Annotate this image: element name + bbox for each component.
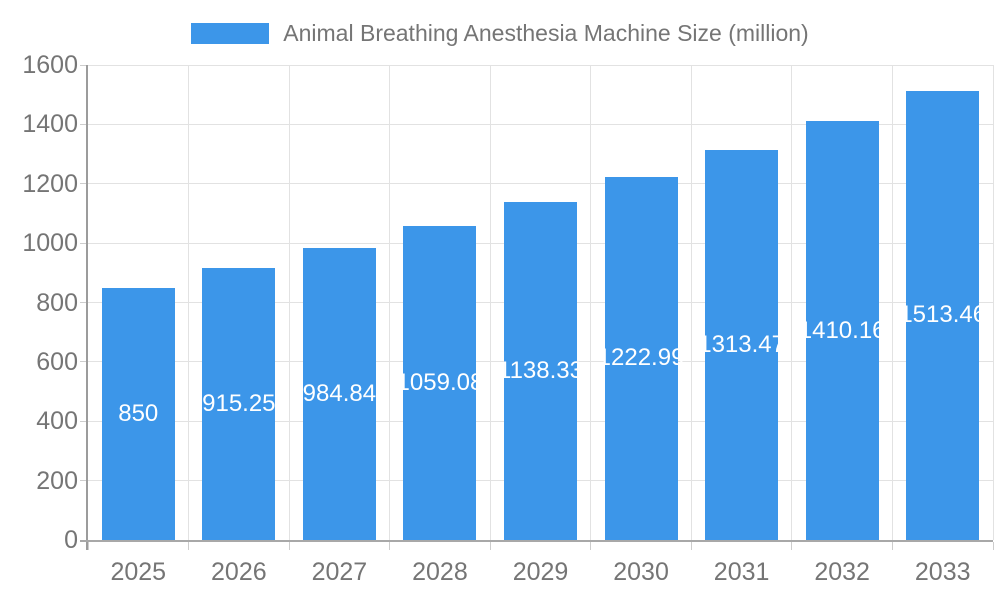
y-axis-label: 1400: [22, 110, 78, 139]
x-tick-mark: [87, 542, 89, 550]
x-tick-mark: [389, 542, 391, 550]
x-tick-mark: [590, 542, 592, 550]
y-axis-label: 1000: [22, 229, 78, 258]
y-tick-mark: [80, 123, 88, 125]
y-tick-mark: [80, 420, 88, 422]
gridline-vertical: [791, 65, 793, 540]
gridline-horizontal: [88, 123, 993, 125]
y-tick-mark: [80, 361, 88, 363]
bar-2029[interactable]: [504, 202, 577, 540]
gridline-vertical: [489, 65, 491, 540]
bar-2033[interactable]: [906, 90, 980, 540]
x-tick-mark: [992, 542, 994, 550]
gridline-vertical: [891, 65, 893, 540]
y-tick-mark: [80, 183, 88, 185]
x-axis-label: 2030: [613, 558, 669, 586]
bar-2030[interactable]: [604, 176, 678, 540]
y-tick-mark: [80, 480, 88, 482]
y-axis-label: 0: [64, 526, 78, 554]
legend-label: Animal Breathing Anesthesia Machine Size…: [283, 20, 809, 46]
x-tick-mark: [288, 542, 290, 550]
x-axis-label: 2031: [713, 558, 770, 586]
x-axis-line: [80, 540, 993, 542]
y-axis-label: 200: [36, 466, 78, 495]
y-tick-mark: [80, 302, 88, 303]
gridline-vertical: [288, 65, 290, 540]
x-tick-mark: [791, 542, 793, 550]
legend[interactable]: Animal Breathing Anesthesia Machine Size…: [0, 20, 1000, 46]
y-axis-label: 800: [36, 288, 78, 317]
gridline-vertical: [389, 65, 391, 540]
gridline-vertical: [992, 65, 994, 540]
x-axis-label: 2025: [110, 558, 167, 586]
y-tick-mark: [80, 242, 88, 244]
legend-swatch-icon: [191, 22, 270, 44]
y-axis-label: 400: [36, 407, 78, 436]
bar-2027[interactable]: [302, 247, 376, 540]
x-axis-label: 2028: [412, 558, 468, 586]
x-tick-mark: [690, 542, 692, 550]
x-tick-mark: [489, 542, 491, 550]
bar-2026[interactable]: [202, 268, 276, 540]
gridline-vertical: [590, 65, 592, 540]
gridline-vertical: [690, 65, 692, 540]
bar-2025[interactable]: [101, 287, 175, 540]
x-axis-label: 2026: [211, 558, 267, 586]
bar-2028[interactable]: [403, 225, 477, 540]
y-tick-mark: [80, 64, 88, 66]
x-axis-label: 2029: [512, 558, 569, 586]
x-tick-mark: [188, 542, 190, 550]
gridline-horizontal: [88, 64, 993, 66]
gridline-horizontal: [88, 183, 993, 185]
y-axis-line: [86, 65, 88, 550]
gridline-vertical: [188, 65, 190, 540]
y-axis-label: 1200: [22, 169, 78, 198]
x-tick-mark: [891, 542, 893, 550]
bar-2032[interactable]: [805, 121, 879, 540]
x-axis-label: 2032: [814, 558, 870, 586]
x-axis-label: 2027: [311, 558, 368, 586]
y-axis-label: 600: [36, 347, 78, 376]
y-axis-label: 1600: [22, 51, 78, 79]
bar-2031[interactable]: [705, 150, 779, 540]
x-axis-label: 2033: [914, 558, 971, 586]
